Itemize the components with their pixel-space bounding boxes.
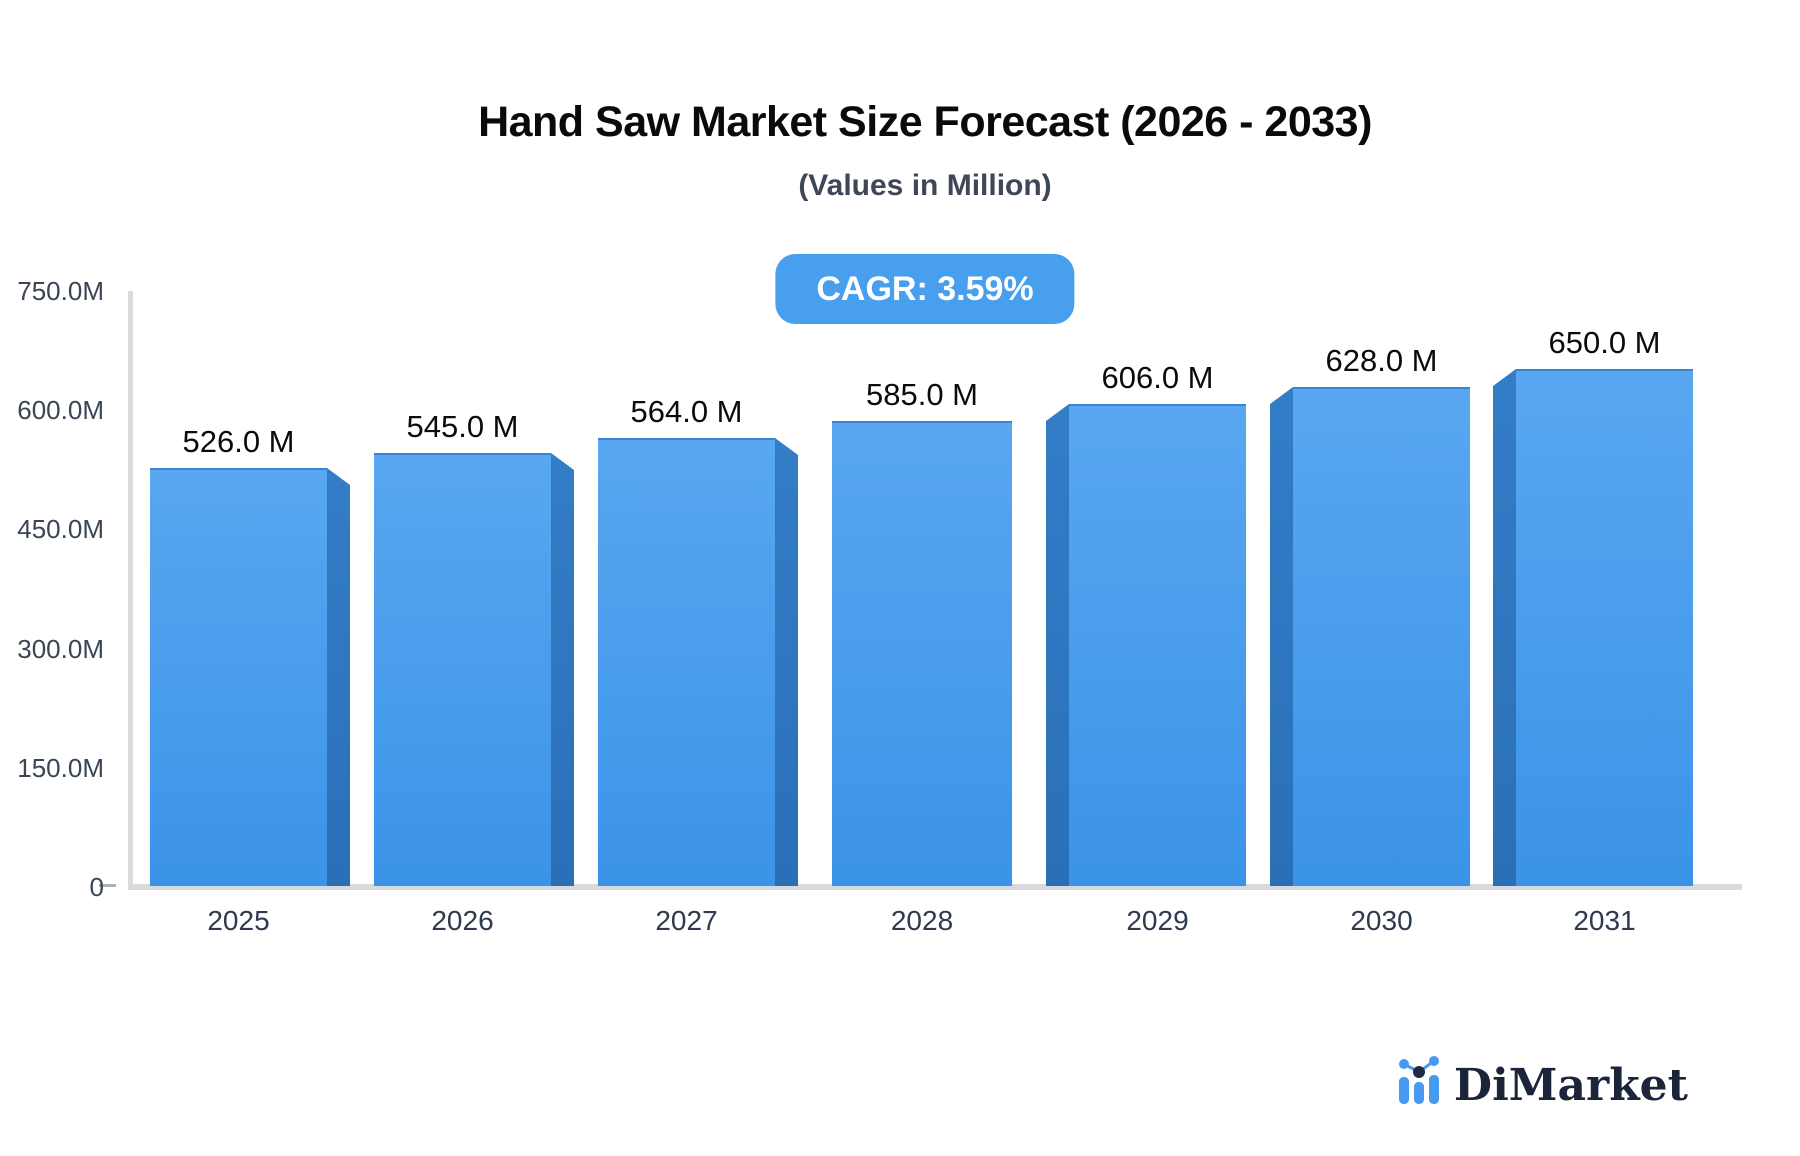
bar-2031[interactable]: 650.0 M — [1516, 325, 1693, 886]
bar-3d-side — [775, 438, 798, 886]
bar-value-label: 628.0 M — [1325, 343, 1438, 378]
bar-group-2028: 585.0 M 2028 — [822, 377, 1022, 936]
bar-3d-side — [551, 453, 574, 886]
y-axis-tick-label: 0 — [89, 872, 104, 902]
dimarket-logo-icon — [1398, 1056, 1439, 1104]
bar-3d-side — [1493, 369, 1516, 886]
x-axis-category-label: 2029 — [1126, 905, 1189, 936]
bar-value-label: 545.0 M — [406, 409, 519, 444]
bar-2027[interactable]: 564.0 M — [598, 394, 775, 886]
bar-value-label: 564.0 M — [630, 394, 743, 429]
bar-3d-side — [1270, 387, 1293, 886]
zero-tick-mark — [99, 884, 116, 887]
y-axis-tick-label: 750.0M — [17, 276, 104, 306]
y-axis-line — [128, 291, 133, 887]
bar-3d-side — [1046, 404, 1069, 886]
bar-3d-side — [327, 468, 350, 886]
x-axis-category-label: 2028 — [890, 905, 954, 936]
x-axis-category-label: 2026 — [431, 905, 494, 936]
bar-group-2026: 545.0 M 2026 — [374, 409, 574, 936]
x-axis-category-label: 2025 — [207, 905, 270, 936]
x-axis-line — [128, 884, 1742, 890]
bar-value-label: 606.0 M — [1101, 360, 1214, 395]
bar-value-label: 526.0 M — [182, 424, 295, 459]
dimarket-logo-text: DiMarket — [1453, 1059, 1688, 1111]
y-axis-tick-label: 300.0M — [17, 633, 104, 664]
y-axis-tick-label: 150.0M — [17, 752, 104, 783]
bar-group-2027: 564.0 M 2027 — [598, 394, 798, 936]
y-axis-tick-label: 450.0M — [17, 514, 104, 545]
bar-2029[interactable]: 606.0 M — [1069, 360, 1246, 886]
bar-group-2025: 526.0 M 2025 — [150, 424, 350, 936]
bar-group-2031: 650.0 M 2031 — [1493, 325, 1693, 936]
bar-value-label: 585.0 M — [865, 377, 979, 412]
bar-2025[interactable]: 526.0 M — [150, 424, 327, 886]
chart-title: Hand Saw Market Size Forecast (2026 - 20… — [478, 98, 1372, 146]
chart-subtitle: (Values in Million) — [798, 169, 1052, 202]
bar-group-2030: 628.0 M 2030 — [1270, 343, 1470, 936]
bar-2030[interactable]: 628.0 M — [1293, 343, 1470, 886]
bar-value-label: 650.0 M — [1548, 325, 1661, 360]
bar-group-2029: 606.0 M 2029 — [1046, 360, 1246, 936]
x-axis-category-label: 2027 — [655, 905, 718, 936]
x-axis-category-label: 2030 — [1350, 905, 1413, 936]
bar-2028[interactable]: 585.0 M — [832, 377, 1012, 886]
y-axis-tick-label: 600.0M — [17, 395, 104, 426]
bar-2026[interactable]: 545.0 M — [374, 409, 551, 886]
x-axis-category-label: 2031 — [1573, 905, 1636, 936]
dimarket-logo: DiMarket — [1398, 1056, 1688, 1111]
cagr-badge: CAGR: 3.59% — [775, 254, 1075, 324]
